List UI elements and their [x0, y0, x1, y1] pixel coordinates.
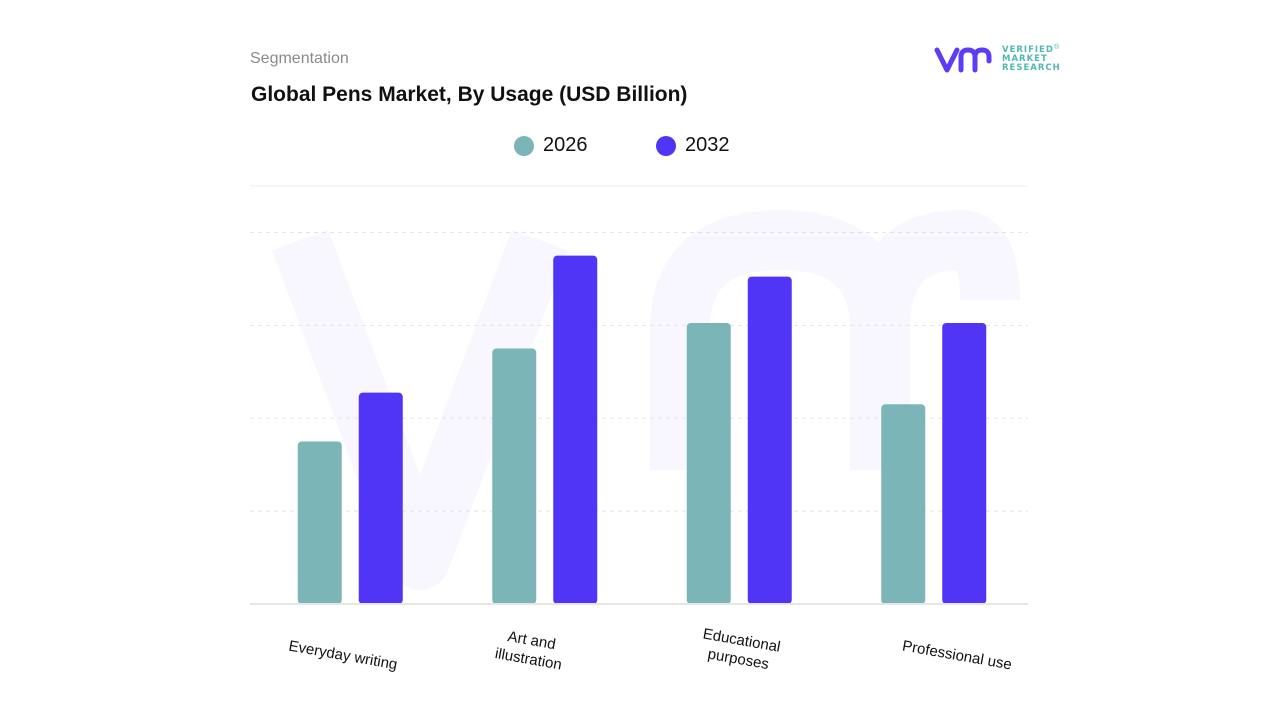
bar-2026-0 — [297, 441, 342, 604]
watermark — [271, 210, 1020, 590]
segmentation-label: Segmentation — [250, 50, 349, 67]
legend: 2026 2032 — [0, 134, 1280, 162]
bar-2032-2 — [747, 276, 792, 604]
legend-item-2032: 2032 — [656, 134, 730, 157]
legend-swatch-2032 — [656, 135, 676, 156]
legend-label-2026: 2026 — [543, 134, 588, 156]
bar-2026-2 — [686, 323, 731, 604]
vmr-logo-icon — [934, 47, 992, 73]
bar-2026-3 — [881, 404, 926, 604]
vmr-logo: VERIFIED MARKET RESEARCH ® — [934, 44, 1064, 76]
legend-swatch-2026 — [514, 135, 534, 156]
vmr-logo-text: VERIFIED MARKET RESEARCH — [1002, 45, 1061, 73]
legend-label-2032: 2032 — [685, 134, 730, 156]
bar-2032-1 — [553, 255, 598, 604]
registered-mark: ® — [1054, 44, 1060, 51]
chart-title: Global Pens Market, By Usage (USD Billio… — [251, 83, 688, 106]
bar-2032-0 — [358, 392, 403, 604]
bar-2026-1 — [492, 348, 537, 604]
bar-2032-3 — [942, 323, 987, 604]
legend-item-2026: 2026 — [514, 134, 588, 157]
